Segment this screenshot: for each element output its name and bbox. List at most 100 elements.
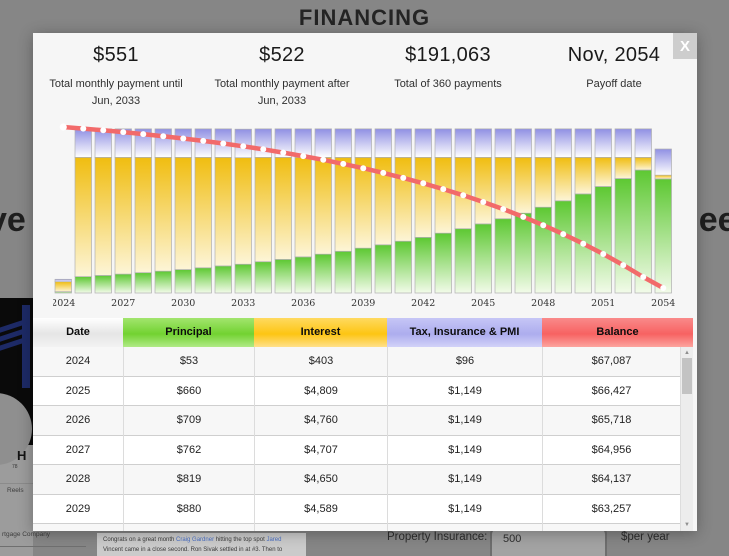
table-scrollbar[interactable]: ▲ ▼ [680, 347, 693, 531]
cell: $1,149 [387, 465, 542, 495]
bar-2028[interactable] [134, 128, 152, 294]
balance-point [59, 123, 67, 131]
bar-2049[interactable] [554, 128, 572, 294]
property-insurance-input[interactable]: 500 [490, 527, 607, 556]
cell: $63,257 [542, 494, 680, 524]
stat-label: Payoff date [586, 78, 642, 90]
cell: $4,589 [254, 494, 387, 524]
bar-2037[interactable] [314, 128, 332, 294]
cell: 2026 [65, 414, 91, 426]
bar-2045[interactable] [474, 128, 492, 294]
column-header-interest: Interest [254, 318, 387, 347]
scroll-up-icon[interactable]: ▲ [684, 350, 690, 356]
balance-point [540, 222, 547, 229]
table-row: 2029 $880 $4,589 $1,149 $63,257 [33, 494, 680, 524]
bar-2035[interactable] [274, 128, 292, 294]
balance-point [620, 262, 627, 269]
column-header-tax-insurance-pmi: Tax, Insurance & PMI [387, 318, 542, 347]
cell: $4,707 [254, 435, 387, 465]
x-axis-label: 2054 [651, 298, 675, 309]
cell: $1,149 [387, 494, 542, 524]
balance-point [400, 174, 407, 181]
cell: $1,149 [387, 524, 542, 531]
amortization-table-body: 2024 $53 $403 $96 $67,087 2025 $660 $4,809 $1,14… [33, 347, 680, 531]
x-axis-label: 2051 [591, 298, 615, 309]
notification-text: hitting the top spot [214, 537, 267, 543]
column-header-principal: Principal [123, 318, 254, 347]
cell: 2028 [65, 473, 91, 485]
cell: $64,956 [542, 435, 680, 465]
stat-label: Total monthly payment after Jun, 2033 [214, 78, 350, 107]
tab-reels[interactable]: Reels [7, 487, 24, 494]
balance-point [460, 192, 467, 199]
bar-2054[interactable] [654, 148, 672, 294]
bar-2041[interactable] [394, 128, 412, 294]
bar-2047[interactable] [514, 128, 532, 294]
balance-point [200, 137, 207, 144]
bar-2046[interactable] [494, 128, 512, 294]
balance-point [240, 143, 247, 150]
bar-2051[interactable] [594, 128, 612, 294]
bar-2029[interactable] [154, 128, 172, 294]
balance-point [220, 140, 227, 147]
bar-2043[interactable] [434, 128, 452, 294]
logo-shape [22, 305, 30, 388]
notification-box: Congrats on a great month Craig Gardner … [97, 533, 306, 556]
table-row: 2025 $660 $4,809 $1,149 $66,427 [33, 376, 680, 406]
close-button[interactable]: X [673, 33, 697, 59]
bar-2032[interactable] [214, 128, 232, 294]
scrollbar-thumb[interactable] [682, 358, 692, 394]
cell: 2029 [65, 502, 91, 515]
x-axis-label: 2042 [411, 298, 435, 309]
payment-chart[interactable]: 2024 2027 2030 2033 2036 2039 2042 2045 2048 2051… [53, 113, 675, 313]
company-name-fragment: rtgage Company [2, 531, 51, 538]
table-row: 2027 $762 $4,707 $1,149 $64,956 [33, 435, 680, 465]
stat-value: $522 [259, 44, 305, 66]
bar-2033[interactable] [234, 128, 252, 294]
balance-point [320, 156, 327, 163]
x-axis-label: 2039 [351, 298, 375, 309]
cell: $66,427 [542, 376, 680, 406]
bar-2036[interactable] [294, 128, 312, 294]
bar-2038[interactable] [334, 128, 352, 294]
person-link[interactable]: Craig Gardner [176, 537, 215, 543]
balance-point [80, 125, 87, 132]
balance-point [280, 149, 287, 156]
bar-2031[interactable] [194, 128, 212, 294]
bar-2034[interactable] [254, 128, 272, 294]
divider [0, 546, 86, 547]
stat-label: Total of 360 payments [394, 78, 502, 90]
table-row: 2026 $709 $4,760 $1,149 $65,718 [33, 406, 680, 436]
balance-point [580, 240, 587, 247]
bar-2048[interactable] [534, 128, 552, 294]
bar-2024[interactable] [54, 278, 72, 294]
cell: $53 [123, 347, 254, 377]
stat-payoff-date: Nov, 2054 Payoff date [531, 44, 697, 109]
property-insurance-suffix: $per year [621, 531, 670, 543]
bar-2027[interactable] [114, 128, 132, 294]
bar-2039[interactable] [354, 128, 372, 294]
bar-2044[interactable] [454, 128, 472, 294]
cell: $1,149 [387, 435, 542, 465]
profile-name-fragment: H [17, 448, 27, 463]
cell: 2025 [65, 384, 91, 397]
cell: $660 [123, 376, 254, 406]
bar-2030[interactable] [174, 128, 192, 294]
bar-2025[interactable] [74, 128, 92, 294]
balance-point [100, 127, 107, 134]
scroll-down-icon[interactable]: ▼ [684, 522, 690, 528]
bar-2026[interactable] [94, 128, 112, 294]
financing-modal: X $551 Total monthly payment until Jun, … [33, 33, 697, 531]
balance-point [640, 274, 647, 280]
balance-point [480, 199, 487, 205]
bar-2040[interactable] [374, 128, 392, 294]
cell: $819 [123, 465, 254, 495]
summary-stats: $551 Total monthly payment until Jun, 20… [33, 44, 697, 109]
person-link[interactable]: Jared [266, 537, 282, 543]
cell: 2030 [33, 524, 123, 531]
bar-2050[interactable] [574, 128, 592, 294]
bar-2053[interactable] [634, 128, 652, 294]
bar-2042[interactable] [414, 128, 432, 294]
balance-point [380, 169, 387, 176]
table-row: 2024 $53 $403 $96 $67,087 [33, 347, 680, 377]
